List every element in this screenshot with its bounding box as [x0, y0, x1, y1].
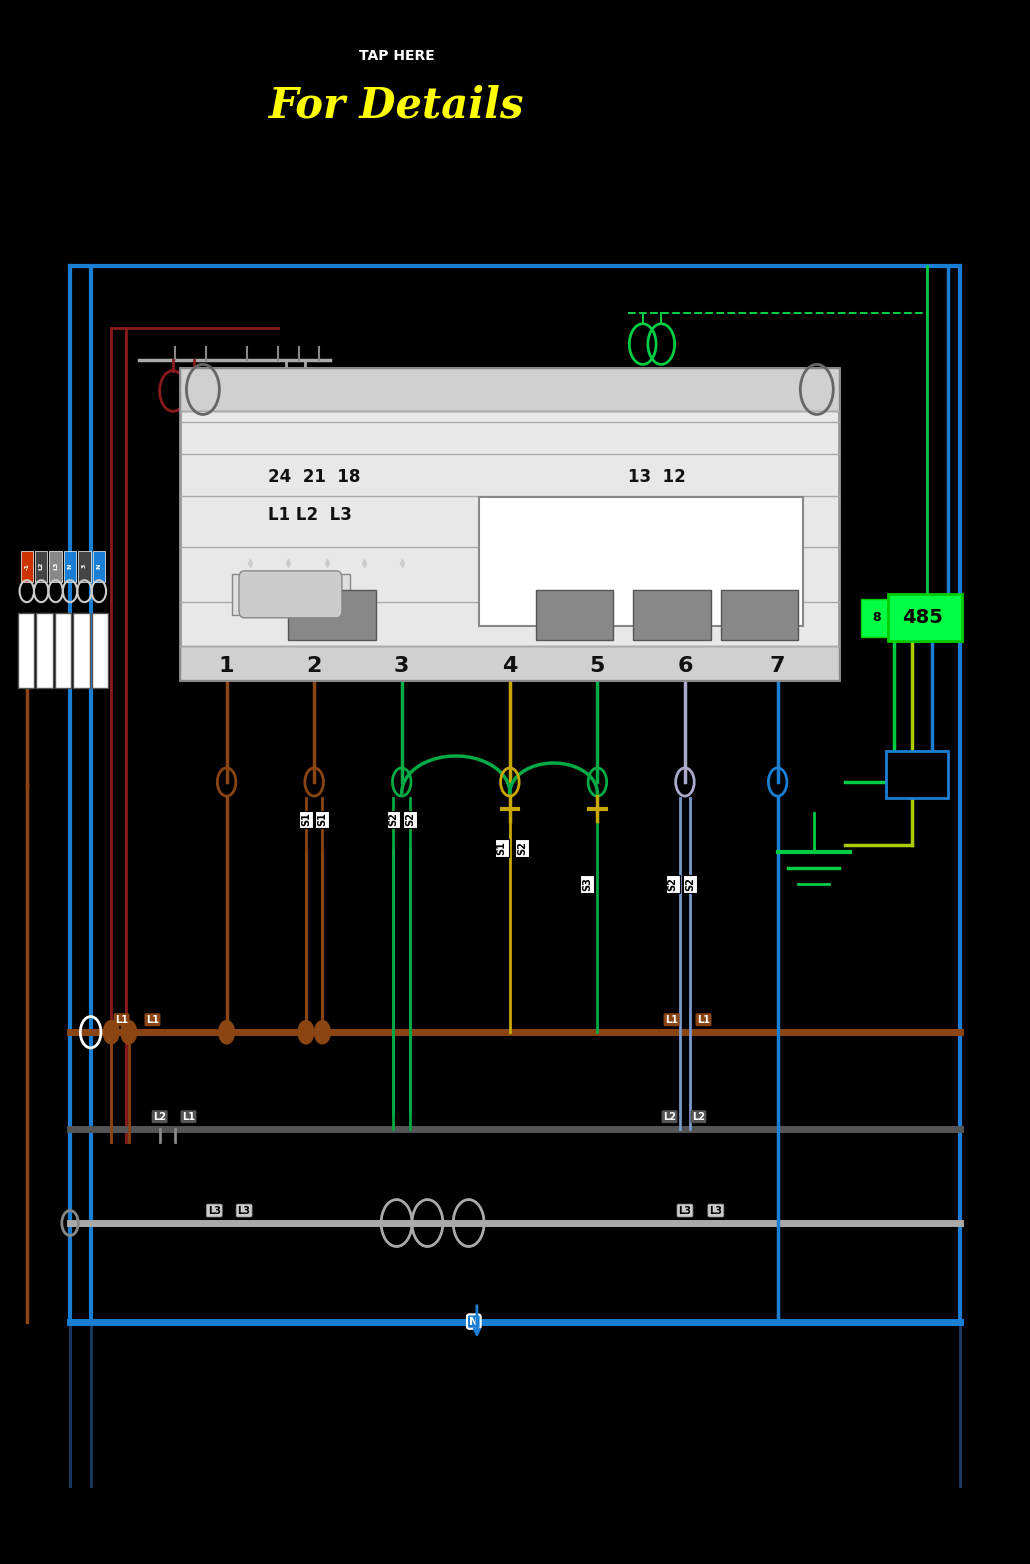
Text: 8: 8 — [872, 612, 881, 624]
Text: S1: S1 — [496, 841, 507, 854]
Bar — [633, 590, 711, 640]
Text: L1 L2  L3: L1 L2 L3 — [268, 505, 351, 524]
Circle shape — [315, 1021, 330, 1043]
Text: S3: S3 — [582, 877, 592, 890]
FancyBboxPatch shape — [239, 571, 342, 618]
Text: For Details: For Details — [269, 84, 524, 127]
Bar — [180, 368, 839, 411]
Text: S2: S2 — [405, 813, 415, 826]
Text: L2: L2 — [39, 561, 43, 571]
Text: 5: 5 — [590, 657, 605, 676]
Text: S2: S2 — [517, 841, 527, 854]
Text: L3: L3 — [679, 1206, 691, 1215]
Text: 13  12: 13 12 — [628, 468, 686, 486]
Text: L3: L3 — [54, 561, 58, 571]
Text: L1: L1 — [182, 1112, 195, 1121]
Circle shape — [219, 1021, 234, 1043]
Bar — [36, 613, 53, 688]
Bar — [536, 590, 613, 640]
Bar — [35, 551, 47, 582]
Bar — [49, 551, 62, 582]
Text: L1: L1 — [115, 1015, 128, 1024]
Bar — [232, 574, 350, 615]
Text: 485: 485 — [902, 608, 943, 627]
Bar — [479, 497, 803, 626]
Text: 7: 7 — [769, 657, 786, 676]
Text: -1: -1 — [25, 563, 29, 569]
Text: 4: 4 — [503, 657, 517, 676]
Text: L1: L1 — [665, 1015, 678, 1024]
Text: L1: L1 — [697, 1015, 710, 1024]
Text: N: N — [68, 563, 72, 569]
Bar — [92, 613, 108, 688]
Bar — [21, 551, 33, 582]
Bar — [886, 751, 948, 798]
Text: L3: L3 — [710, 1206, 722, 1215]
Bar — [288, 590, 376, 640]
Text: S1: S1 — [301, 813, 311, 826]
Bar — [70, 1329, 960, 1486]
Text: S2: S2 — [388, 813, 399, 826]
Text: 1: 1 — [218, 657, 235, 676]
Bar — [861, 599, 892, 637]
Text: S1: S1 — [317, 813, 328, 826]
Text: N: N — [97, 563, 101, 569]
Text: L2: L2 — [692, 1112, 705, 1121]
Bar — [93, 551, 105, 582]
Bar — [73, 613, 90, 688]
Text: S2: S2 — [667, 877, 678, 890]
Bar — [55, 613, 71, 688]
Text: L3: L3 — [238, 1206, 250, 1215]
Text: 3: 3 — [394, 657, 409, 676]
Bar — [18, 613, 34, 688]
Text: TAP HERE: TAP HERE — [358, 50, 435, 63]
Text: 6: 6 — [677, 657, 693, 676]
Text: L1: L1 — [146, 1015, 159, 1024]
Text: L3: L3 — [208, 1206, 220, 1215]
Bar — [180, 368, 839, 680]
Text: 24  21  18: 24 21 18 — [268, 468, 360, 486]
Bar — [888, 594, 962, 641]
Text: S2: S2 — [685, 877, 695, 890]
Text: N: N — [470, 1317, 478, 1326]
Circle shape — [104, 1021, 118, 1043]
Bar — [180, 646, 839, 680]
Circle shape — [299, 1021, 313, 1043]
Text: L2: L2 — [153, 1112, 166, 1121]
Bar — [721, 590, 798, 640]
Text: L2: L2 — [663, 1112, 676, 1121]
Text: A   B: A B — [628, 505, 672, 524]
Bar — [78, 551, 91, 582]
Text: 3: 3 — [82, 565, 87, 568]
Bar — [64, 551, 76, 582]
Circle shape — [122, 1021, 136, 1043]
Text: 2: 2 — [307, 657, 321, 676]
